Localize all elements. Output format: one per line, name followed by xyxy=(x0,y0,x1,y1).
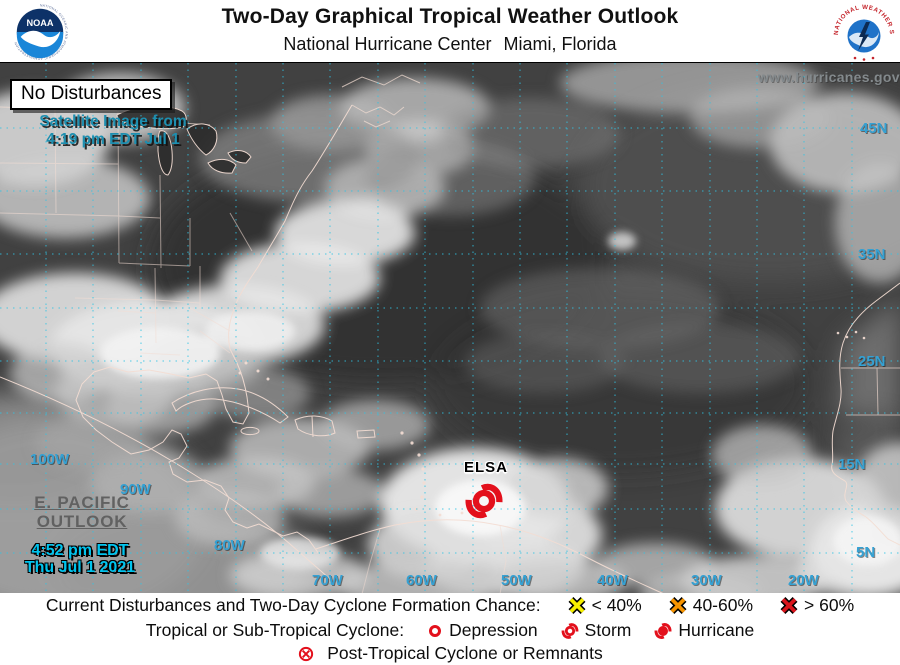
coastlines xyxy=(0,74,900,594)
lon-label-70w: 70W xyxy=(312,572,343,589)
noaa-logo-text: NOAA xyxy=(26,18,53,28)
e-pacific-timestamp: 4:52 pm EDT Thu Jul 1 2021 xyxy=(16,542,144,576)
noaa-logo: NATIONAL OCEANIC AND ATMOSPHERIC ADMINIS… xyxy=(11,3,68,61)
chance-lt40-label: < 40% xyxy=(591,595,642,615)
satellite-timestamp: Satellite Image from 4:19 pm EDT Jul 1 xyxy=(6,113,220,149)
legend-row-formation-chance: Current Disturbances and Two-Day Cyclone… xyxy=(0,595,900,616)
subtitle-location: Miami, Florida xyxy=(503,34,617,54)
chance-item-40-60: 40-60% xyxy=(668,595,753,616)
storm-icon xyxy=(561,622,579,639)
tropical-storm-icon xyxy=(465,483,503,519)
x-marker-orange-icon xyxy=(669,597,687,614)
e-pacific-timestamp-line2: Thu Jul 1 2021 xyxy=(24,559,136,576)
page-title: Two-Day Graphical Tropical Weather Outlo… xyxy=(221,5,679,28)
latlon-grid xyxy=(0,63,900,594)
post-tropical-icon xyxy=(299,646,314,661)
legend-row-post-tropical: Post-Tropical Cyclone or Remnants xyxy=(0,643,900,664)
post-tropical-item: Post-Tropical Cyclone or Remnants xyxy=(297,643,603,664)
hurricane-label: Hurricane xyxy=(678,620,755,640)
x-marker-yellow-icon xyxy=(568,597,586,614)
satellite-timestamp-line2: 4:19 pm EDT Jul 1 xyxy=(46,131,180,148)
satellite-timestamp-line1: Satellite Image from xyxy=(39,113,187,130)
legend: Current Disturbances and Two-Day Cyclone… xyxy=(0,593,900,665)
chance-gt60-label: > 60% xyxy=(804,595,855,615)
no-disturbances-badge: No Disturbances xyxy=(10,79,173,110)
x-marker-red-icon xyxy=(780,597,798,614)
chance-item-gt60: > 60% xyxy=(779,595,854,616)
chance-40-60-label: 40-60% xyxy=(692,595,754,615)
chance-item-lt40: < 40% xyxy=(567,595,642,616)
legend-row-cyclone-types: Tropical or Sub-Tropical Cyclone: Depres… xyxy=(0,620,900,641)
lat-label-15n: 15N xyxy=(838,456,866,473)
lon-label-20w: 20W xyxy=(788,572,819,589)
lat-label-5n: 5N xyxy=(856,544,876,561)
lat-label-25n: 25N xyxy=(858,353,886,370)
cyclone-item-storm: Storm xyxy=(560,620,632,641)
nws-logo: NATIONAL WEATHER SERVICE xyxy=(832,1,895,64)
depression-icon xyxy=(429,624,442,637)
e-pacific-line2: OUTLOOK xyxy=(36,512,128,531)
lat-label-35n: 35N xyxy=(858,246,886,263)
post-tropical-label: Post-Tropical Cyclone or Remnants xyxy=(327,643,603,663)
storm-label-elsa: ELSA xyxy=(463,459,508,476)
lon-label-60w: 60W xyxy=(406,572,437,589)
map-satellite-image[interactable]: No Disturbances Satellite Image from 4:1… xyxy=(0,62,900,594)
e-pacific-outlook-label[interactable]: E. PACIFIC OUTLOOK xyxy=(24,493,140,531)
formation-chance-label: Current Disturbances and Two-Day Cyclone… xyxy=(45,595,541,615)
lon-label-30w: 30W xyxy=(691,572,722,589)
lon-label-90w: 90W xyxy=(120,481,151,498)
cyclone-item-hurricane: Hurricane xyxy=(653,620,754,641)
lon-label-50w: 50W xyxy=(501,572,532,589)
storm-label: Storm xyxy=(584,620,632,640)
lat-label-45n: 45N xyxy=(860,120,888,137)
cyclone-item-depression: Depression xyxy=(426,620,538,641)
cyclone-types-label: Tropical or Sub-Tropical Cyclone: xyxy=(145,620,405,640)
depression-label: Depression xyxy=(449,620,538,640)
header: NATIONAL OCEANIC AND ATMOSPHERIC ADMINIS… xyxy=(0,0,900,64)
subtitle-org: National Hurricane Center xyxy=(283,34,492,54)
e-pacific-timestamp-line1: 4:52 pm EDT xyxy=(31,542,129,559)
page-subtitle: National Hurricane Center Miami, Florida xyxy=(0,34,900,55)
lon-label-40w: 40W xyxy=(597,572,628,589)
e-pacific-line1: E. PACIFIC xyxy=(34,493,130,512)
hurricane-icon xyxy=(654,622,672,639)
lon-label-100w: 100W xyxy=(30,451,70,468)
website-watermark: www.hurricanes.gov xyxy=(758,69,900,85)
lon-label-80w: 80W xyxy=(214,537,245,554)
